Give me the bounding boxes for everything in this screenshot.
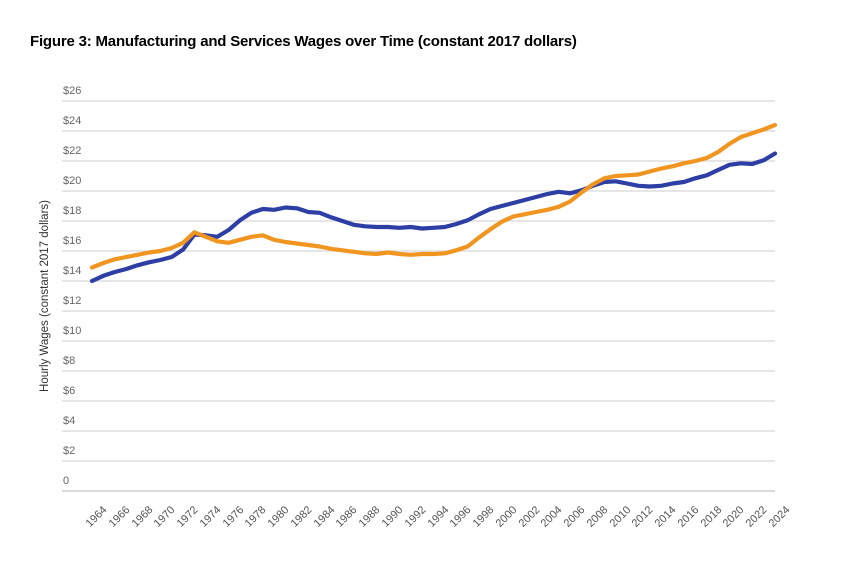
y-tick-label: $24 bbox=[63, 115, 82, 127]
chart-title: Figure 3: Manufacturing and Services Wag… bbox=[30, 33, 577, 50]
y-tick-label: $16 bbox=[63, 235, 82, 247]
y-tick-label: $20 bbox=[63, 175, 82, 187]
y-tick-label: $8 bbox=[63, 355, 76, 367]
y-tick-label: $22 bbox=[63, 145, 82, 157]
gridlines bbox=[62, 100, 775, 492]
y-tick-label: $26 bbox=[63, 85, 82, 97]
y-tick-label: $18 bbox=[63, 205, 82, 217]
series-lines bbox=[89, 122, 778, 284]
y-tick-label: $2 bbox=[63, 445, 76, 457]
y-tick-label: $10 bbox=[63, 325, 82, 337]
y-tick-label: $4 bbox=[63, 415, 76, 427]
services-line bbox=[89, 122, 778, 270]
y-tick-label: $14 bbox=[63, 265, 82, 277]
y-tick-label: 0 bbox=[63, 475, 70, 487]
manufacturing-line bbox=[89, 151, 778, 284]
y-tick-label: $12 bbox=[63, 295, 82, 307]
y-tick-label: $6 bbox=[63, 385, 76, 397]
